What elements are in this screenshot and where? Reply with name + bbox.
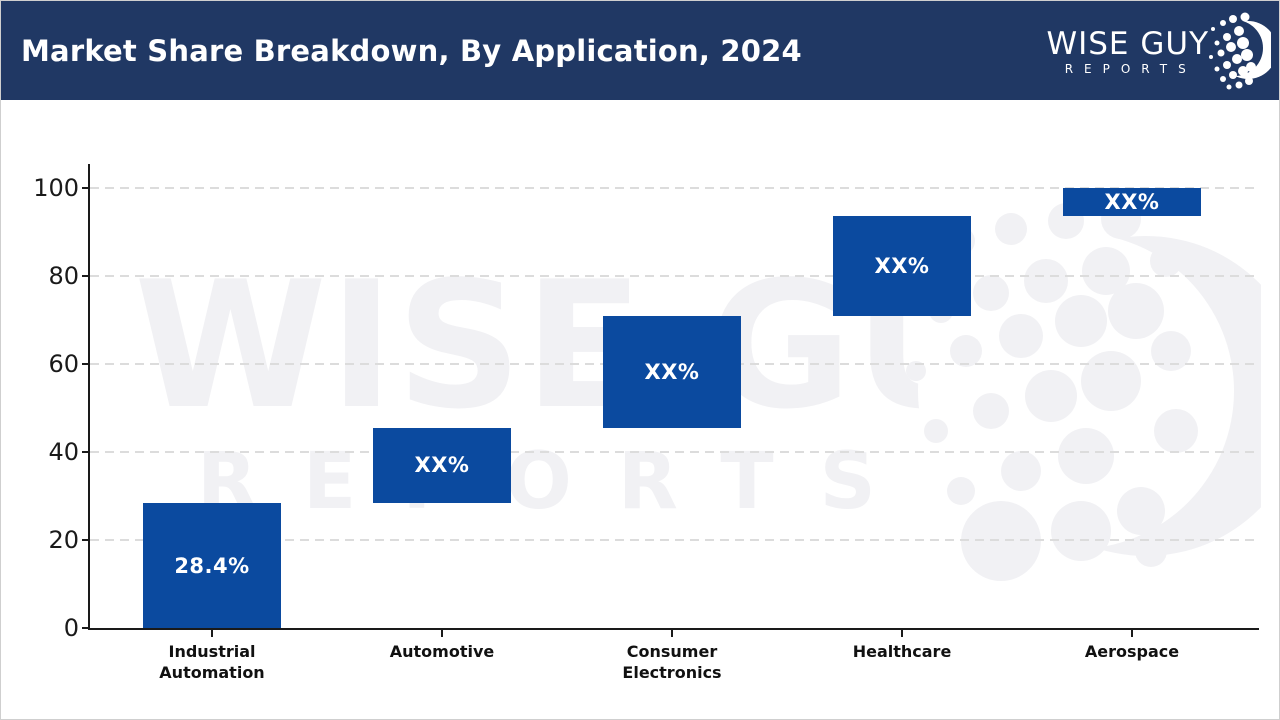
bar-automotive: XX%: [373, 427, 511, 504]
gridline-20: [90, 539, 1258, 541]
x-axis-category-label: Consumer Electronics: [622, 642, 722, 682]
y-axis-tick: [82, 363, 89, 365]
x-axis-category-label: Aerospace: [1084, 642, 1180, 661]
brand-logo-text: WISE GUY REPORTS: [1046, 27, 1209, 76]
y-axis-tick-label: 60: [48, 350, 79, 378]
x-axis-tick: [441, 630, 443, 637]
brand-name: WISE GUY: [1046, 25, 1209, 62]
brand-face-icon: [1207, 12, 1271, 90]
y-axis-tick-label: 40: [48, 438, 79, 466]
y-axis-tick-label: 80: [48, 262, 79, 290]
bar-value-label: XX%: [1104, 190, 1160, 215]
gridline-100: [90, 187, 1258, 189]
bar-industrial-automation: 28.4%: [143, 503, 281, 628]
gridline-40: [90, 451, 1258, 453]
y-axis-tick: [82, 187, 89, 189]
bar-value-label: XX%: [414, 453, 470, 478]
bar-healthcare: XX%: [833, 216, 971, 317]
x-axis-tick: [671, 630, 673, 637]
brand-subtitle: REPORTS: [1064, 61, 1197, 76]
x-axis-tick: [901, 630, 903, 637]
watermark-reports-text: REPORTS: [197, 437, 922, 527]
y-axis-tick-label: 20: [48, 526, 79, 554]
bar-aerospace: XX%: [1063, 188, 1201, 217]
brand-logo: WISE GUY REPORTS: [1046, 7, 1271, 95]
x-axis-category-label: Automotive: [389, 642, 495, 661]
y-axis: [88, 164, 90, 630]
x-axis-category-label: Industrial Automation: [159, 642, 265, 682]
y-axis-tick: [82, 451, 89, 453]
x-axis: [88, 628, 1259, 630]
x-axis-tick: [211, 630, 213, 637]
y-axis-tick-label: 100: [33, 174, 79, 202]
header-bar: Market Share Breakdown, By Application, …: [1, 1, 1279, 100]
x-axis-tick: [1131, 630, 1133, 637]
y-axis-tick: [82, 539, 89, 541]
bar-value-label: XX%: [874, 254, 930, 279]
y-axis-tick-label: 0: [63, 614, 79, 642]
x-axis-category-label: Healthcare: [852, 642, 952, 661]
y-axis-tick: [82, 627, 89, 629]
gridline-80: [90, 275, 1258, 277]
page-title: Market Share Breakdown, By Application, …: [21, 33, 802, 68]
bar-value-label: 28.4%: [174, 553, 250, 578]
y-axis-tick: [82, 275, 89, 277]
bar-value-label: XX%: [644, 359, 700, 384]
bar-consumer-electronics: XX%: [603, 316, 741, 428]
watermark-face-icon: [906, 201, 1261, 581]
